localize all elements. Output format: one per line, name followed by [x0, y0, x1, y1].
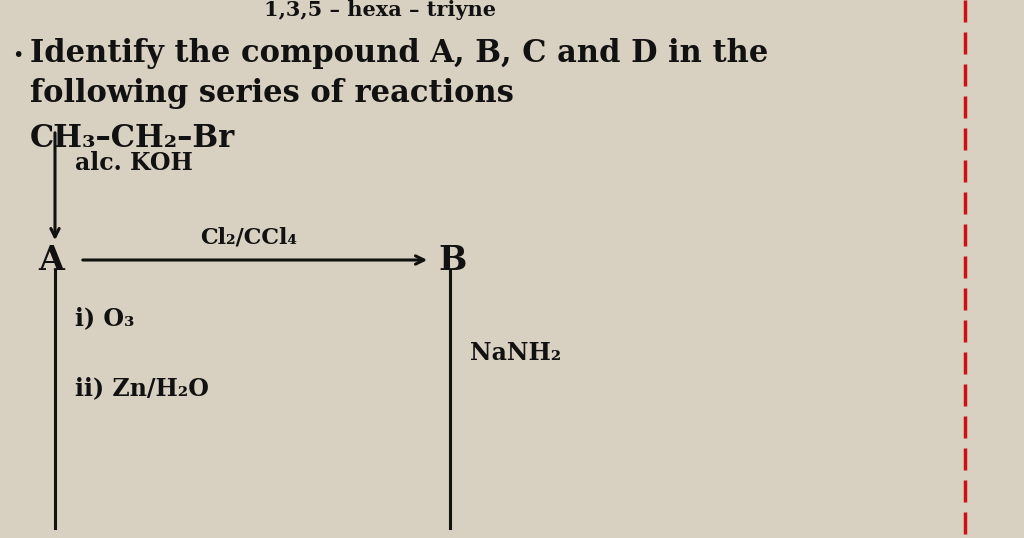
Text: ii) Zn/H₂O: ii) Zn/H₂O [75, 376, 209, 400]
Text: •: • [12, 46, 24, 65]
Text: Identify the compound A, B, C and D in the: Identify the compound A, B, C and D in t… [30, 38, 768, 69]
Text: Cl₂/CCl₄: Cl₂/CCl₄ [200, 226, 297, 248]
Text: 1,3,5 – hexa – triyne: 1,3,5 – hexa – triyne [264, 0, 496, 20]
Text: following series of reactions: following series of reactions [30, 78, 514, 109]
Text: CH₃–CH₂–Br: CH₃–CH₂–Br [30, 123, 236, 154]
Text: NaNH₂: NaNH₂ [470, 341, 561, 365]
Text: i) O₃: i) O₃ [75, 306, 134, 330]
Text: B: B [438, 244, 466, 277]
Text: alc. KOH: alc. KOH [75, 151, 193, 175]
Text: A: A [38, 244, 63, 277]
